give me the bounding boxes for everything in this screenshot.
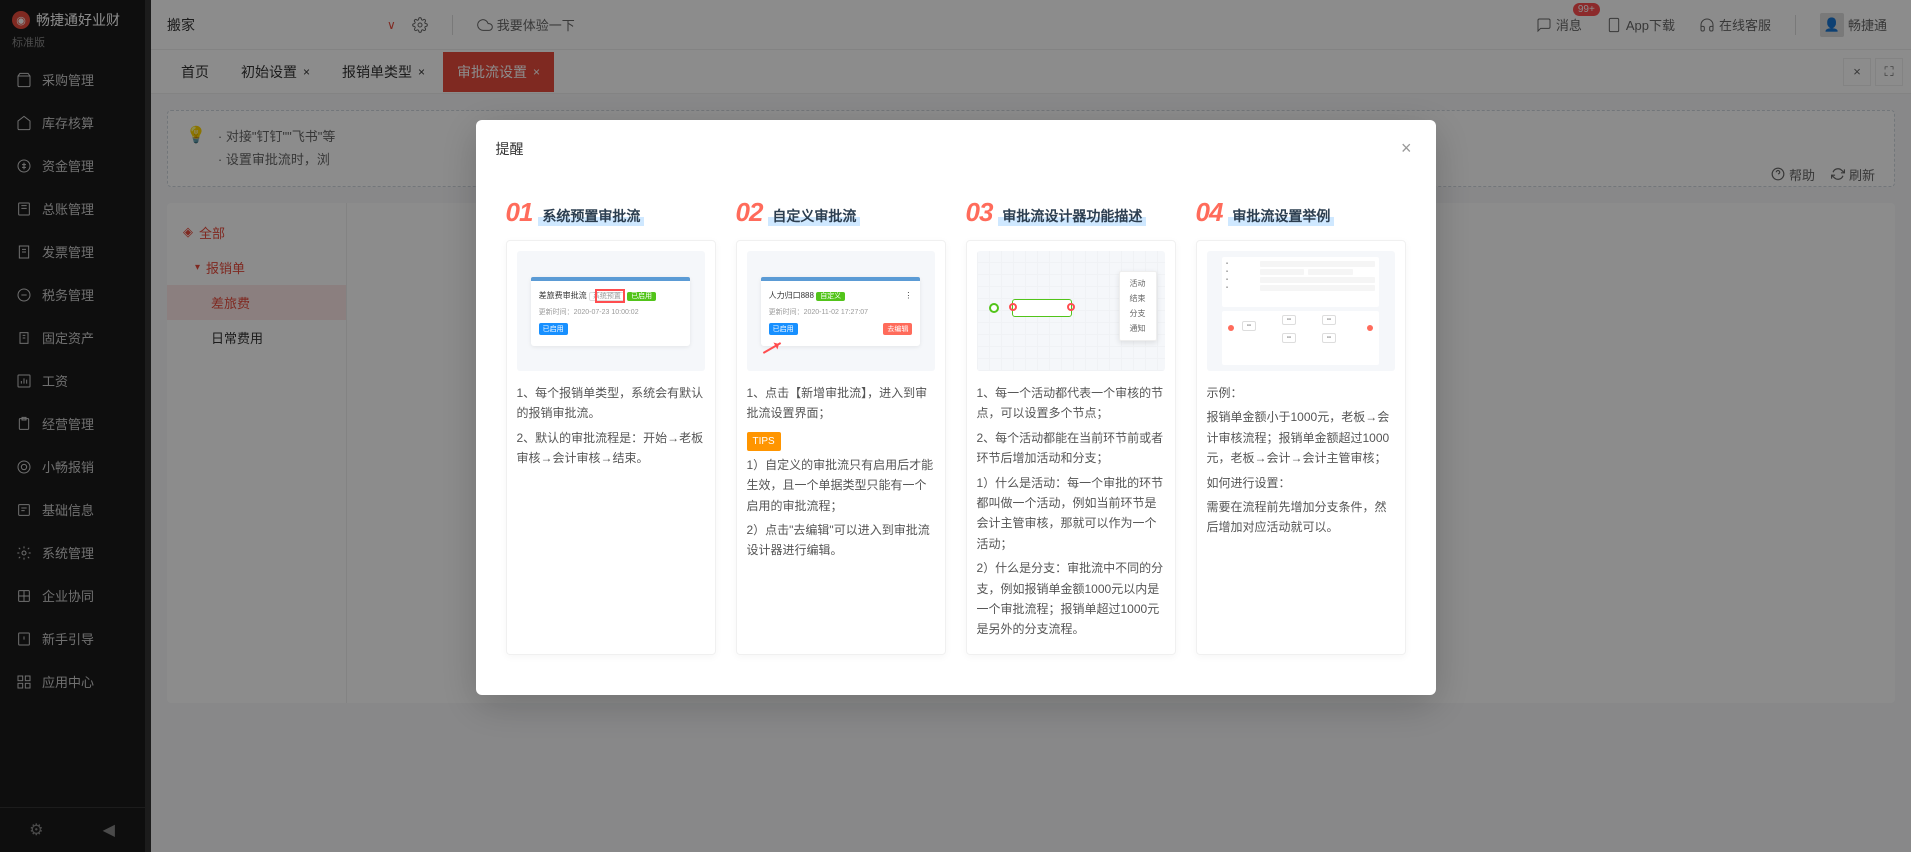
card-description: 1、每个报销单类型，系统会有默认的报销审批流。 2、默认的审批流程是：开始→老板…	[517, 383, 705, 473]
guide-card-04: 04 审批流设置举例 ▪ ▪ ▪ ▪	[1196, 197, 1406, 655]
card-number: 02	[736, 197, 763, 228]
card-description: 示例： 报销单金额小于1000元，老板→会计审核流程；报销单金额超过1000元，…	[1207, 383, 1395, 542]
card-illustration: 差旅费审批流 系统预置 已启用 更新时间：2020-07-23 10:00:02…	[517, 251, 705, 371]
guide-card-02: 02 自定义审批流 人力归口888 自定义⋮ 更新时间：2020-11-02 1…	[736, 197, 946, 655]
card-illustration: ▪ ▪ ▪ ▪ ▫▫ ▫▫ ▫▫ ▫▫ ▫▫	[1207, 251, 1395, 371]
card-illustration: 人力归口888 自定义⋮ 更新时间：2020-11-02 17:27:07 已启…	[747, 251, 935, 371]
card-title: 审批流设计器功能描述	[998, 206, 1146, 226]
card-number: 03	[966, 197, 993, 228]
card-illustration: 活动 结束 分支 通知	[977, 251, 1165, 371]
card-description: 1、点击【新增审批流】，进入到审批流设置界面； TIPS 1）自定义的审批流只有…	[747, 383, 935, 565]
tips-badge: TIPS	[747, 432, 781, 451]
guide-card-03: 03 审批流设计器功能描述 活动 结束 分支	[966, 197, 1176, 655]
card-description: 1、每一个活动都代表一个审核的节点，可以设置多个节点； 2、每个活动都能在当前环…	[977, 383, 1165, 644]
guide-card-01: 01 系统预置审批流 差旅费审批流 系统预置 已启用 更新时间：2020-07-…	[506, 197, 716, 655]
modal-close-button[interactable]: ×	[1397, 134, 1416, 163]
card-number: 04	[1196, 197, 1223, 228]
card-number: 01	[506, 197, 533, 228]
card-title: 系统预置审批流	[538, 206, 644, 226]
modal: 提醒 × 01 系统预置审批流 差旅费审批流 系统预置 已启用 更新时间：202…	[476, 120, 1436, 695]
card-title: 自定义审批流	[768, 206, 860, 226]
modal-overlay: 提醒 × 01 系统预置审批流 差旅费审批流 系统预置 已启用 更新时间：202…	[0, 0, 1911, 852]
modal-title: 提醒	[496, 139, 524, 159]
card-title: 审批流设置举例	[1228, 206, 1334, 226]
